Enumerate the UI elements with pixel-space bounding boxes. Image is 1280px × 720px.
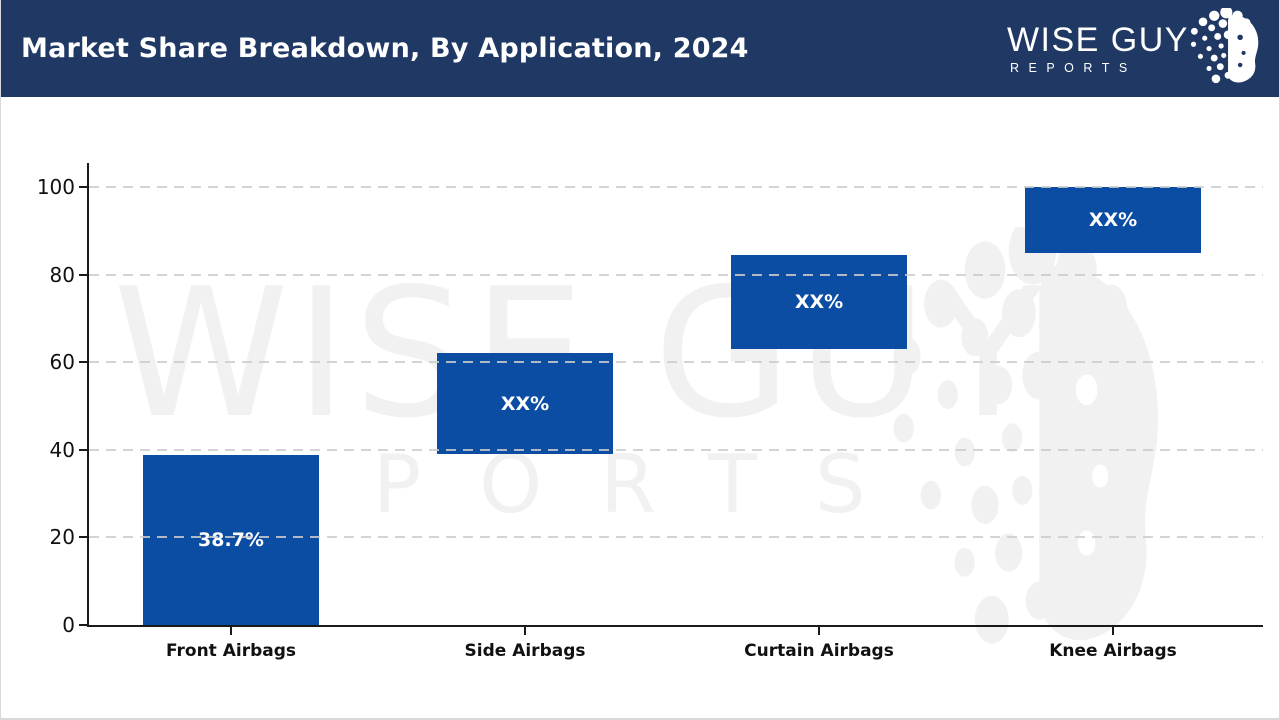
x-tick-mark: [818, 627, 820, 635]
category-label: Curtain Airbags: [744, 641, 894, 661]
category-label: Knee Airbags: [1049, 641, 1177, 661]
category-label: Front Airbags: [165, 641, 297, 661]
bar-value-label: XX%: [794, 290, 844, 313]
y-tick-mark: [79, 273, 87, 276]
logo-head-icon: [1190, 7, 1259, 83]
logo-subtext: REPORTS: [1009, 60, 1137, 75]
x-tick-mark: [524, 627, 526, 635]
bar-value-label: XX%: [1088, 208, 1138, 231]
y-tick-label: 60: [49, 350, 75, 375]
page-title: Market Share Breakdown, By Application, …: [21, 33, 749, 64]
bar-knee-airbags: XX%: [1025, 187, 1201, 253]
gridline-20: [89, 536, 1263, 539]
logo-wordmark: WISE GUY: [1006, 20, 1189, 59]
category-label: Side Airbags: [464, 641, 586, 661]
logo-wordmark-block: WISE GUY REPORTS: [1007, 23, 1189, 75]
x-tick-mark: [230, 627, 232, 635]
y-tick-label: 80: [49, 262, 75, 287]
wise-guy-reports-logo: WISE GUY REPORTS: [1007, 7, 1279, 90]
header: Market Share Breakdown, By Application, …: [1, 0, 1279, 97]
bar-value-label: 38.7%: [198, 529, 264, 552]
gridline-100: [89, 186, 1263, 188]
bar-front-airbags: 38.7%: [143, 455, 319, 625]
bar-curtain-airbags: XX%: [731, 254, 907, 350]
y-tick-mark: [79, 624, 87, 626]
y-tick-label: 100: [36, 175, 75, 199]
y-axis-spine: [87, 163, 89, 627]
y-tick-mark: [79, 448, 87, 451]
y-tick-mark: [79, 186, 87, 188]
y-tick-label: 20: [49, 525, 75, 550]
chart-area: WISE GUY PORTS: [1, 97, 1279, 718]
plot-area: 0 20 40 60 80 100 38.7% Front Airbags XX% Side Ai…: [37, 163, 1263, 661]
gridline-80: [89, 273, 1263, 276]
gridline-40: [89, 448, 1263, 451]
x-axis-baseline: [87, 625, 1263, 627]
y-tick-label: 40: [49, 437, 75, 462]
gridline-60: [89, 361, 1263, 364]
y-tick-label: 0: [62, 613, 75, 637]
bar-value-label: XX%: [500, 392, 550, 415]
bar-side-airbags: XX%: [437, 353, 613, 455]
y-tick-mark: [79, 361, 87, 364]
y-tick-mark: [79, 536, 87, 539]
x-tick-mark: [1112, 627, 1114, 635]
